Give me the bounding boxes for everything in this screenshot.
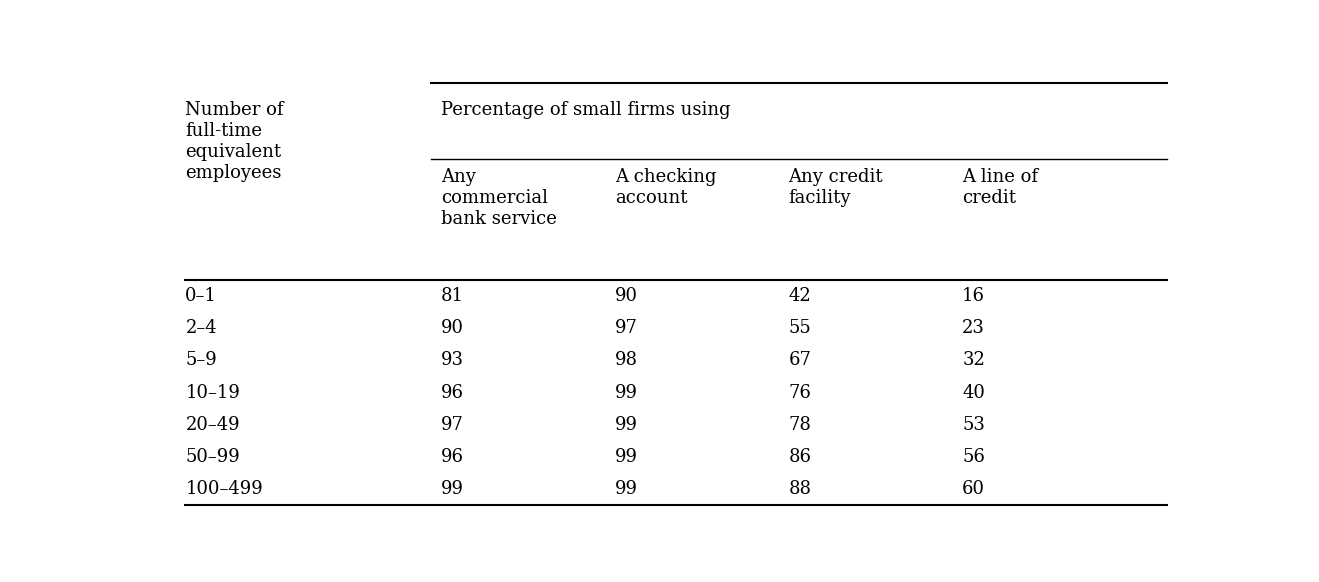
Text: 97: 97 (615, 320, 637, 338)
Text: 90: 90 (615, 288, 637, 306)
Text: 78: 78 (789, 416, 811, 434)
Text: Any
commercial
bank service: Any commercial bank service (441, 168, 557, 228)
Text: 5–9: 5–9 (185, 352, 218, 370)
Text: 42: 42 (789, 288, 811, 306)
Text: 16: 16 (963, 288, 985, 306)
Text: 56: 56 (963, 448, 985, 466)
Text: 32: 32 (963, 352, 985, 370)
Text: 55: 55 (789, 320, 811, 338)
Text: 67: 67 (789, 352, 811, 370)
Text: 100–499: 100–499 (185, 480, 262, 498)
Text: 40: 40 (963, 384, 985, 402)
Text: 98: 98 (615, 352, 637, 370)
Text: 99: 99 (615, 384, 637, 402)
Text: 2–4: 2–4 (185, 320, 216, 338)
Text: 99: 99 (615, 480, 637, 498)
Text: 10–19: 10–19 (185, 384, 240, 402)
Text: 96: 96 (441, 384, 464, 402)
Text: 76: 76 (789, 384, 811, 402)
Text: 99: 99 (615, 448, 637, 466)
Text: 90: 90 (441, 320, 464, 338)
Text: 97: 97 (441, 416, 464, 434)
Text: 0–1: 0–1 (185, 288, 218, 306)
Text: 20–49: 20–49 (185, 416, 240, 434)
Text: 88: 88 (789, 480, 811, 498)
Text: Any credit
facility: Any credit facility (789, 168, 882, 207)
Text: 50–99: 50–99 (185, 448, 240, 466)
Text: 86: 86 (789, 448, 811, 466)
Text: Number of
full-time
equivalent
employees: Number of full-time equivalent employees (185, 101, 284, 182)
Text: A checking
account: A checking account (615, 168, 716, 207)
Text: 53: 53 (963, 416, 985, 434)
Text: 23: 23 (963, 320, 985, 338)
Text: A line of
credit: A line of credit (963, 168, 1038, 207)
Text: 60: 60 (963, 480, 985, 498)
Text: 81: 81 (441, 288, 464, 306)
Text: Percentage of small firms using: Percentage of small firms using (441, 101, 731, 119)
Text: 96: 96 (441, 448, 464, 466)
Text: 93: 93 (441, 352, 464, 370)
Text: 99: 99 (441, 480, 464, 498)
Text: 99: 99 (615, 416, 637, 434)
